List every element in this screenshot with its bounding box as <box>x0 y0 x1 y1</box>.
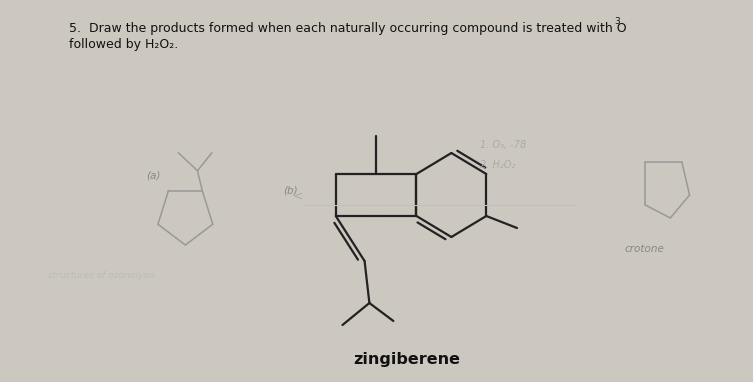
Text: crotone: crotone <box>624 244 664 254</box>
Text: <: < <box>293 190 303 203</box>
Text: zingiberene: zingiberene <box>353 352 460 367</box>
Text: structures of ozonolysis: structures of ozonolysis <box>48 271 155 280</box>
Text: (b): (b) <box>283 185 298 195</box>
Text: 1. O₃, -78: 1. O₃, -78 <box>480 140 526 150</box>
Text: 3: 3 <box>614 17 620 26</box>
Text: followed by H₂O₂.: followed by H₂O₂. <box>69 38 178 51</box>
Text: 5.  Draw the products formed when each naturally occurring compound is treated w: 5. Draw the products formed when each na… <box>69 22 626 35</box>
Text: (a): (a) <box>146 170 160 180</box>
Text: 2. H₂O₂: 2. H₂O₂ <box>480 160 516 170</box>
